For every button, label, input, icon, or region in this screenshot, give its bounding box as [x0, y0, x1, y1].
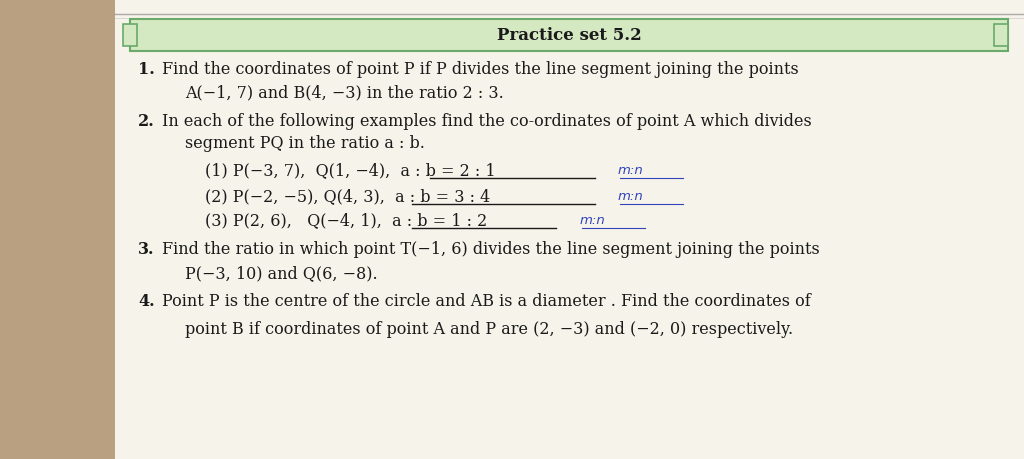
Text: A(−1, 7) and B(4, −3) in the ratio 2 : 3.: A(−1, 7) and B(4, −3) in the ratio 2 : 3… — [185, 84, 504, 101]
Bar — [0, 0, 115, 459]
Text: segment PQ in the ratio a : b.: segment PQ in the ratio a : b. — [185, 135, 425, 152]
Text: point B if coordinates of point A and P are (2, −3) and (−2, 0) respectively.: point B if coordinates of point A and P … — [185, 320, 794, 337]
Text: Practice set 5.2: Practice set 5.2 — [497, 27, 641, 44]
Text: (1) P(−3, 7),  Q(1, −4),  a : b = 2 : 1: (1) P(−3, 7), Q(1, −4), a : b = 2 : 1 — [205, 162, 496, 179]
Text: m:n: m:n — [580, 214, 606, 228]
Text: 2.: 2. — [138, 112, 155, 129]
Bar — [130, 19, 1008, 51]
Text: (2) P(−2, −5), Q(4, 3),  a : b = 3 : 4: (2) P(−2, −5), Q(4, 3), a : b = 3 : 4 — [205, 189, 490, 206]
Text: Point P is the centre of the circle and AB is a diameter . Find the coordinates : Point P is the centre of the circle and … — [162, 293, 811, 310]
Text: Find the ratio in which point T(−1, 6) divides the line segment joining the poin: Find the ratio in which point T(−1, 6) d… — [162, 241, 820, 257]
Text: (3) P(2, 6),   Q(−4, 1),  a : b = 1 : 2: (3) P(2, 6), Q(−4, 1), a : b = 1 : 2 — [205, 213, 487, 230]
Text: In each of the following examples find the co-ordinates of point A which divides: In each of the following examples find t… — [162, 112, 812, 129]
Text: 3.: 3. — [138, 241, 155, 257]
Text: P(−3, 10) and Q(6, −8).: P(−3, 10) and Q(6, −8). — [185, 265, 378, 282]
Bar — [115, 0, 1024, 459]
Text: 1.: 1. — [138, 61, 155, 78]
Bar — [994, 24, 1008, 46]
Text: m:n: m:n — [618, 164, 644, 178]
Text: m:n: m:n — [618, 190, 644, 203]
Bar — [123, 24, 137, 46]
Text: 4.: 4. — [138, 293, 155, 310]
Text: Find the coordinates of point P if P divides the line segment joining the points: Find the coordinates of point P if P div… — [162, 61, 799, 78]
